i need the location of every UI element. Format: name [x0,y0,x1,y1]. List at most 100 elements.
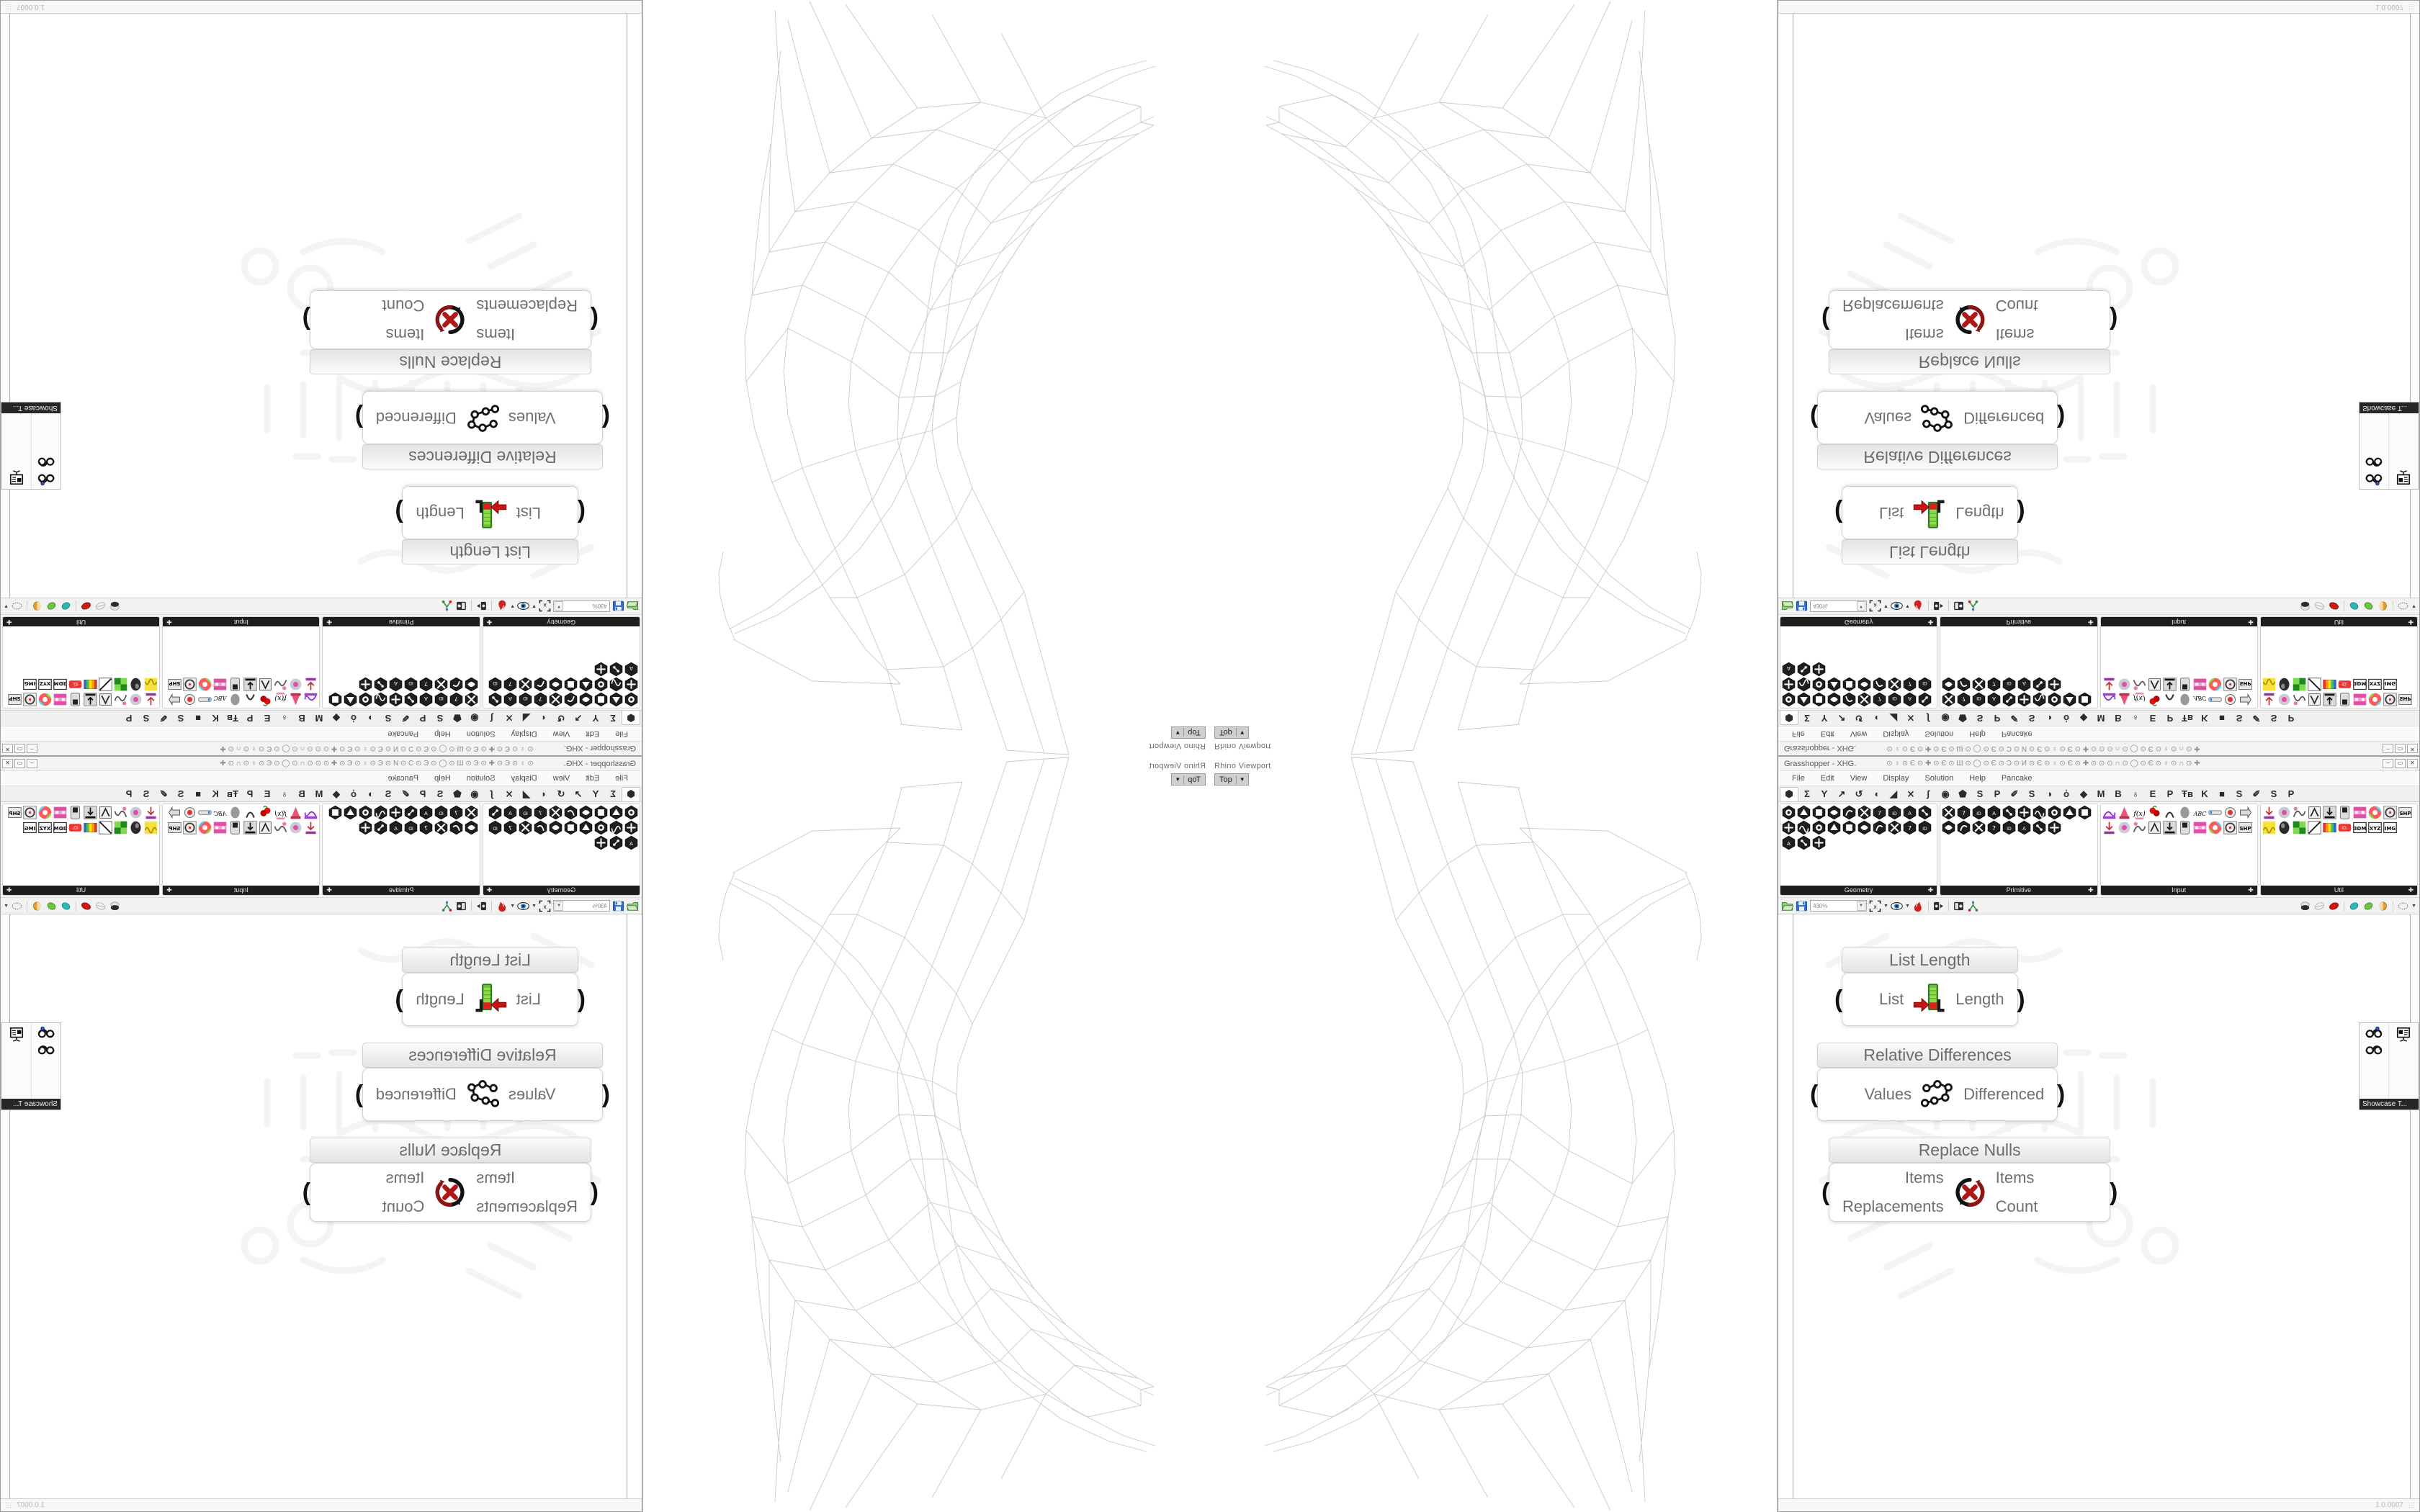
tab-green[interactable]: ✐ [159,713,168,724]
preview-caret[interactable]: ▼ [510,903,516,909]
ribbon-icon[interactable] [2047,692,2062,707]
menu-item-edit[interactable]: Edit [1820,774,1834,783]
ribbon-icon[interactable] [168,805,183,820]
gh-component-relative-differences[interactable]: Relative Differences(Values Differenced) [355,391,610,469]
ribbon-icon[interactable] [609,692,624,707]
gh-output-param[interactable]: Items [1995,325,2035,343]
ribbon-icon[interactable]: 7 [1902,677,1917,692]
window-title-bar[interactable]: Grasshopper - XHG. ⊙ ♀ ⊙ Є ⊙ ✚ ⊙ Є ⊙ Ш ⊙… [1,741,642,755]
ribbon-icon[interactable]: 7 [418,820,434,835]
ribbon-icon[interactable] [143,692,158,707]
gh-component-name[interactable]: Replace Nulls [1829,349,2111,374]
ribbon-group-expander-icon[interactable]: ✚ [6,618,12,626]
ribbon-icon[interactable]: ABC [213,692,228,707]
ribbon-group-caption[interactable]: Input ✚ [163,886,320,895]
ribbon-icon[interactable] [518,677,533,692]
tab-params[interactable]: ⬢ [622,711,640,726]
ribbon-icon[interactable] [2208,805,2223,820]
ribbon-icon[interactable] [83,677,98,692]
ribbon-icon[interactable] [1811,805,1827,820]
ribbon-icon[interactable]: 3DM [2352,820,2367,835]
ribbon-icon[interactable] [1917,692,1932,707]
ribbon-icon[interactable] [259,692,274,707]
shade-red-icon[interactable] [80,600,92,613]
ribbon-icon[interactable]: A [2017,677,2032,692]
mat-teal-icon[interactable] [2348,600,2360,613]
ribbon-icon[interactable] [1811,820,1827,835]
ribbon-icon[interactable] [1796,805,1811,820]
ribbon-icon[interactable] [2032,692,2047,707]
tab-k[interactable]: K [2201,788,2208,799]
tab-s2[interactable]: S [2028,788,2035,799]
maximize-button[interactable]: ▭ [14,744,25,753]
showcase-tools[interactable]: i [2360,413,2419,489]
select-dotted-icon[interactable] [2397,600,2409,613]
menu-item-help[interactable]: Help [1969,729,1986,738]
mat-teal-icon[interactable] [60,900,72,912]
presentation-icon[interactable] [2395,470,2412,486]
ribbon-icon[interactable] [593,835,609,850]
ribbon-icon[interactable] [2307,820,2322,835]
tab-s2[interactable]: S [385,713,392,724]
ribbon-icon[interactable] [593,692,609,707]
ribbon-group-caption[interactable]: Primitive ✚ [323,886,480,895]
ribbon-icon[interactable] [2337,692,2352,707]
ribbon-icon[interactable] [328,805,343,820]
tab-bird[interactable]: ◆ [2080,713,2087,724]
ribbon-panel[interactable]: 7 ID A 7 ID A Geometry ✚ 7 ID A 7 ID A Primitive ✚ f(x) A… [1778,615,2419,710]
preview-caret[interactable]: ▼ [1904,603,1910,609]
mat-teal-icon[interactable] [60,600,72,613]
gh-component-name[interactable]: List Length [402,539,578,564]
ribbon-icon[interactable]: SHP [168,820,183,835]
tab-e[interactable]: E [2149,713,2156,724]
ribbon-icon[interactable]: ABC [2192,805,2208,820]
ribbon-icon[interactable] [2162,692,2177,707]
resize-grip[interactable] [2408,4,2415,10]
tab-vector[interactable]: ↗ [1837,788,1846,799]
menu-item-pancake[interactable]: Pancake [387,774,419,783]
gh-input-param[interactable]: List [1879,504,1904,522]
ribbon-icon[interactable]: ID [518,805,533,820]
ribbon-group-caption[interactable]: Util ✚ [3,617,160,626]
ribbon-icon[interactable] [183,820,198,835]
ribbon-icon[interactable] [388,692,403,707]
profiler-icon[interactable] [441,600,453,613]
ribbon-icon[interactable] [304,805,319,820]
ribbon-icon[interactable] [2047,805,2062,820]
ribbon-icon[interactable] [2277,805,2292,820]
ribbon-icon[interactable] [609,820,624,835]
ribbon-icon[interactable] [578,805,593,820]
menu-item-help[interactable]: Help [434,774,451,783]
gh-input-param[interactable]: Replacements [1842,1197,1944,1215]
grasshopper-canvas[interactable]: List Length(List Length) Relative Differen… [1,13,642,598]
tab-curve[interactable]: ↺ [557,788,565,799]
ribbon-icon[interactable]: 7 [533,805,548,820]
gh-input-param[interactable]: Values [508,1085,556,1103]
select-caret[interactable]: ▼ [4,903,9,909]
ribbon-group-icons[interactable]: 7 ID A 7 ID A [1940,626,2097,708]
ribbon-icon[interactable] [2292,692,2307,707]
ribbon-icon[interactable] [2307,692,2322,707]
gh-output-param[interactable]: Length [416,990,465,1008]
grasshopper-canvas[interactable]: List Length(List Length) Relative Differen… [1,914,642,1499]
ribbon-icon[interactable] [2337,805,2352,820]
ribbon-icon[interactable] [2292,820,2307,835]
ribbon-icon[interactable]: f(x) [2132,692,2147,707]
ribbon-icon[interactable] [1781,677,1796,692]
ribbon-icon[interactable] [304,820,319,835]
ribbon-icon[interactable] [563,677,578,692]
ribbon-icon[interactable] [1857,677,1872,692]
mat-green-icon[interactable] [45,900,58,912]
ribbon-icon[interactable] [1941,805,1956,820]
ribbon-icon[interactable] [593,662,609,677]
gh-component-name[interactable]: List Length [1842,948,2018,973]
gh-component-body[interactable]: (Values Differenced) [1810,391,2065,444]
gh-input-param[interactable]: Replacements [476,1197,578,1215]
ribbon-icon[interactable] [464,677,479,692]
ribbon-icon[interactable] [1796,820,1811,835]
tab-pen[interactable]: ✐ [401,713,410,724]
showcase-tools[interactable]: i [1,1023,60,1099]
showcase-panel[interactable]: i Showcase T... [2359,402,2419,490]
ribbon-icon[interactable] [578,677,593,692]
shade-grey-icon[interactable] [2299,900,2311,912]
